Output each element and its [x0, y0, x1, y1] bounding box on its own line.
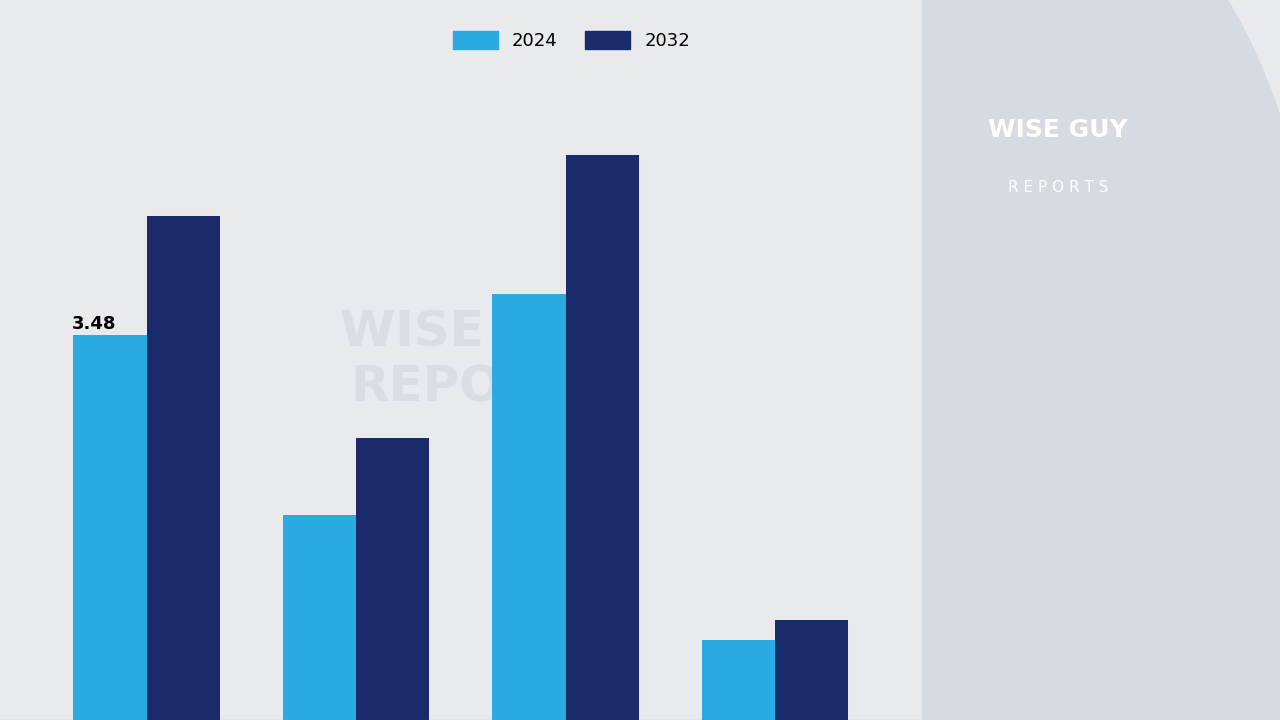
- Bar: [701, 640, 774, 720]
- Ellipse shape: [788, 0, 1280, 720]
- Bar: [493, 294, 566, 720]
- Bar: [283, 515, 356, 720]
- Bar: [774, 621, 849, 720]
- Text: WISE GUY
REPORTS: WISE GUY REPORTS: [339, 308, 618, 412]
- Bar: [566, 155, 639, 720]
- Legend: 2024, 2032: 2024, 2032: [453, 31, 690, 50]
- Bar: [73, 335, 147, 720]
- Text: 3.48: 3.48: [72, 315, 116, 333]
- Text: R E P O R T S: R E P O R T S: [1007, 180, 1108, 194]
- Bar: [356, 438, 429, 720]
- Text: WISE GUY: WISE GUY: [988, 117, 1128, 142]
- Bar: [147, 216, 220, 720]
